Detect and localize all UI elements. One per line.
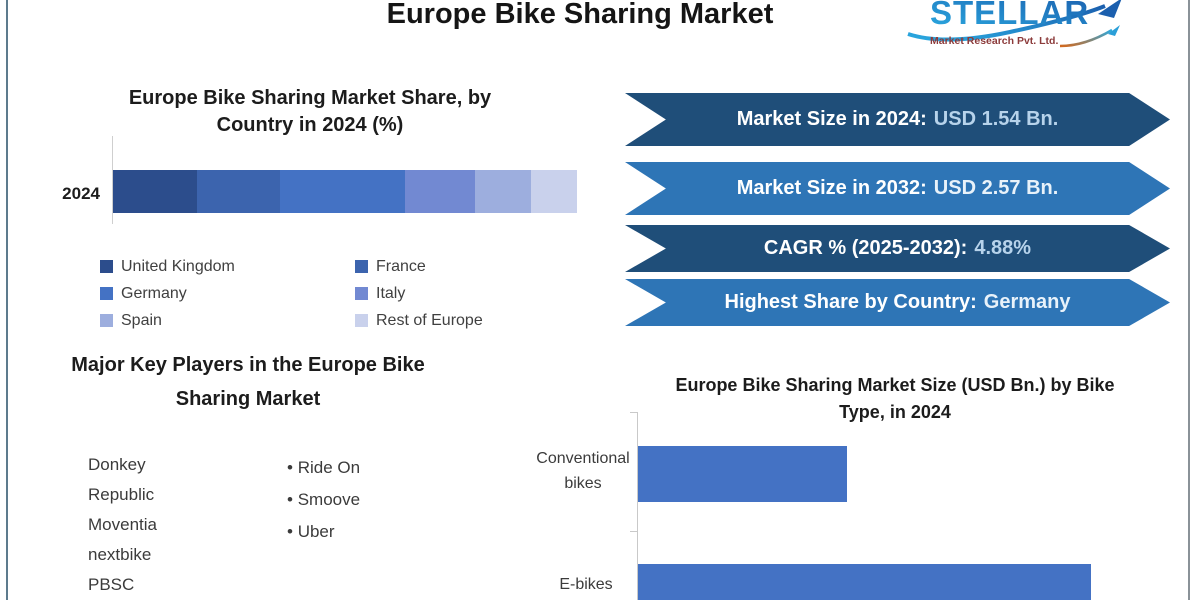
players-column-1: Donkey Republic Moventia nextbike PBSC — [88, 450, 210, 600]
banner-highest-share: Highest Share by Country: Germany — [625, 279, 1170, 326]
stacked-bar — [113, 170, 577, 213]
legend-item-united-kingdom: United Kingdom — [100, 253, 355, 280]
banner-value: 4.88% — [974, 237, 1032, 259]
country-share-chart-title: Europe Bike Sharing Market Share, by Cou… — [128, 87, 492, 136]
banner-label: Market Size in 2032: — [736, 177, 927, 199]
legend-swatch — [355, 287, 368, 300]
stacked-segment-france — [196, 170, 281, 213]
player-item-smoove: Smoove — [287, 484, 437, 516]
banner-market-size-2024: Market Size in 2024: USD 1.54 Bn. — [625, 93, 1170, 146]
bike-type-chart-axis — [637, 412, 638, 600]
players-column-2: Ride OnSmooveUber — [287, 452, 437, 548]
legend-item-rest-of-europe: Rest of Europe — [355, 307, 570, 334]
country-share-chart-axis — [112, 136, 113, 224]
axis-tick — [630, 531, 637, 532]
banner-label: Market Size in 2024: — [736, 108, 927, 130]
bar-conventional-bikes — [638, 446, 847, 502]
page-title: Europe Bike Sharing Market — [386, 0, 774, 30]
legend-swatch — [355, 314, 368, 327]
stellar-logo: STELLAR Market Research Pvt. Ltd. — [907, 0, 1122, 48]
banner-cagr: CAGR % (2025-2032): 4.88% — [625, 225, 1170, 272]
banner-value: USD 1.54 Bn. — [933, 108, 1059, 130]
logo-arrow-icon — [1098, 0, 1122, 18]
legend-item-germany: Germany — [100, 280, 355, 307]
legend-label: Italy — [376, 284, 406, 302]
banner-value: USD 2.57 Bn. — [933, 177, 1059, 199]
legend-label: Rest of Europe — [376, 311, 483, 329]
player-item-moventia: Moventia — [88, 515, 157, 534]
legend-label: United Kingdom — [121, 257, 235, 275]
brand-name: STELLAR — [930, 0, 1089, 31]
player-item-donkey-republic: Donkey Republic — [88, 455, 155, 504]
player-item-nextbike: nextbike — [88, 545, 152, 564]
legend-item-italy: Italy — [355, 280, 570, 307]
y-axis-label-2024: 2024 — [62, 184, 100, 203]
brand-subtitle: Market Research Pvt. Ltd. — [930, 35, 1058, 47]
right-border — [1188, 0, 1190, 600]
banner-value: Germany — [983, 291, 1071, 313]
legend-swatch — [100, 314, 113, 327]
legend-swatch — [100, 260, 113, 273]
left-border — [6, 0, 8, 600]
stacked-segment-italy — [405, 170, 475, 213]
legend-item-france: France — [355, 253, 570, 280]
player-item-pbsc: PBSC — [88, 575, 135, 594]
stacked-segment-spain — [474, 170, 531, 213]
player-item-uber: Uber — [287, 516, 437, 548]
stacked-segment-united-kingdom — [113, 170, 197, 213]
banner-market-size-2032: Market Size in 2032: USD 2.57 Bn. — [625, 162, 1170, 215]
legend-label: Germany — [121, 284, 187, 302]
stacked-legend: United Kingdom France Germany Italy Spain Res… — [100, 253, 570, 334]
stacked-segment-rest-of-europe — [530, 170, 577, 213]
legend-label: Spain — [121, 311, 162, 329]
player-item-ride-on: Ride On — [287, 452, 437, 484]
stacked-segment-germany — [280, 170, 406, 213]
bar-e-bikes — [638, 564, 1091, 600]
category-label-conventional-bikes: Conventional bikes — [536, 450, 630, 492]
legend-label: France — [376, 257, 426, 275]
legend-swatch — [100, 287, 113, 300]
logo-small-arrow-icon — [1108, 25, 1120, 36]
category-label-e-bikes: E-bikes — [559, 576, 613, 593]
bike-type-chart-title: Europe Bike Sharing Market Size (USD Bn.… — [675, 375, 1115, 422]
axis-tick — [630, 412, 637, 413]
logo-small-swoosh-icon — [1059, 28, 1113, 48]
banner-label: Highest Share by Country: — [724, 291, 977, 313]
logo-swoosh-icon — [907, 4, 1106, 42]
key-players-title: Major Key Players in the Europe Bike Sha… — [71, 354, 425, 410]
banner-label: CAGR % (2025-2032): — [763, 237, 968, 259]
legend-swatch — [355, 260, 368, 273]
legend-item-spain: Spain — [100, 307, 355, 334]
